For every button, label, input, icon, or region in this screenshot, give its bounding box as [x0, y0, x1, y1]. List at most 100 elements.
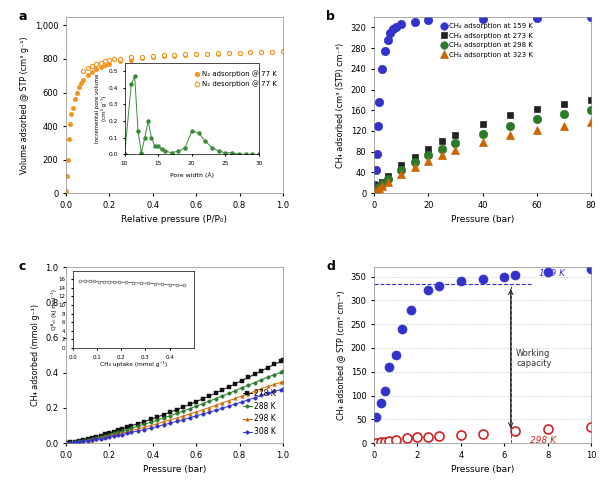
- 298 K: [80, 438, 87, 444]
- N₂ desorption @ 77 K: [160, 53, 167, 58]
- 308 K: [199, 411, 206, 417]
- 288 K: [238, 385, 245, 391]
- 308 K: [238, 399, 245, 405]
- CH₄ adsorption at 273 K: [425, 146, 432, 152]
- 278 K: [179, 404, 187, 410]
- 288 K: [97, 434, 104, 440]
- N₂ adsorption @ 77 K: [127, 57, 134, 63]
- N₂ desorption @ 77 K: [106, 57, 113, 63]
- CH₄ adsorption at 323 K: [425, 158, 432, 164]
- CH₄ adsorption at 298 K: [398, 167, 405, 173]
- 288 K: [212, 396, 219, 402]
- N₂ adsorption @ 77 K: [116, 58, 124, 64]
- 278 K: [127, 423, 134, 429]
- Text: d: d: [326, 260, 335, 273]
- CH₄ adsorption at 298 K: [372, 188, 379, 194]
- 278 K: [123, 425, 130, 431]
- N₂ adsorption @ 77 K: [214, 51, 221, 56]
- Y-axis label: Volume adsorbed @ STP (cm³ g⁻¹): Volume adsorbed @ STP (cm³ g⁻¹): [20, 36, 29, 174]
- Legend: CH₄ adsorption at 159 K, CH₄ adsorption at 273 K, CH₄ adsorption at 298 K, CH₄ a: CH₄ adsorption at 159 K, CH₄ adsorption …: [438, 20, 535, 60]
- CH₄ adsorption at 298 K: [411, 159, 418, 165]
- 288 K: [160, 415, 167, 421]
- 278 K: [134, 421, 141, 427]
- N₂ adsorption @ 77 K: [76, 85, 83, 91]
- CH₄ adsorption at 298 K: [587, 107, 595, 112]
- 278 K: [277, 358, 284, 364]
- 308 K: [127, 430, 134, 435]
- 278 K: [225, 384, 232, 390]
- CH₄ adsorption at 323 K: [506, 132, 513, 138]
- 308 K: [280, 386, 287, 392]
- N₂ adsorption @ 77 K: [77, 80, 85, 86]
- 288 K: [147, 419, 154, 425]
- 308 K: [212, 407, 219, 413]
- CH₄ adsorption at 273 K: [533, 106, 541, 112]
- N₂ adsorption @ 77 K: [268, 49, 275, 55]
- 308 K: [134, 428, 141, 434]
- 298 K: [67, 440, 74, 446]
- 278 K: [101, 431, 109, 437]
- 308 K: [88, 437, 95, 443]
- N₂ adsorption @ 77 K: [182, 52, 189, 58]
- Line: CH₄ adsorption at 159 K: CH₄ adsorption at 159 K: [370, 12, 595, 196]
- 288 K: [110, 431, 118, 436]
- Line: 298 K: 298 K: [64, 380, 284, 445]
- N₂ adsorption @ 77 K: [280, 49, 287, 55]
- 288 K: [101, 433, 109, 439]
- CH₄ adsorption at 273 K: [376, 183, 383, 188]
- 278 K: [206, 393, 213, 399]
- CH₄ adsorption at 323 K: [379, 183, 386, 189]
- 308 K: [179, 417, 187, 423]
- Text: 159 K: 159 K: [539, 268, 565, 278]
- CH₄ adsorption at 159 K: [387, 30, 394, 36]
- 308 K: [264, 391, 271, 396]
- 298 K: [119, 430, 126, 436]
- Line: 288 K: 288 K: [64, 370, 284, 445]
- 298 K: [71, 439, 78, 445]
- 278 K: [88, 435, 95, 441]
- N₂ adsorption @ 77 K: [65, 157, 72, 163]
- CH₄ adsorption at 273 K: [560, 101, 568, 107]
- CH₄ adsorption at 159 K: [425, 17, 432, 23]
- 288 K: [271, 372, 278, 377]
- 278 K: [160, 412, 167, 417]
- CH₄ adsorption at 159 K: [398, 21, 405, 27]
- CH₄ adsorption at 273 K: [479, 121, 486, 127]
- N₂ desorption @ 77 K: [101, 58, 109, 64]
- Line: CH₄ adsorption at 323 K: CH₄ adsorption at 323 K: [371, 118, 595, 197]
- N₂ adsorption @ 77 K: [64, 173, 71, 179]
- X-axis label: Relative pressure (P/P₀): Relative pressure (P/P₀): [121, 215, 227, 225]
- N₂ adsorption @ 77 K: [97, 64, 104, 70]
- 308 K: [106, 434, 113, 440]
- 298 K: [218, 400, 226, 406]
- CH₄ adsorption at 159 K: [384, 37, 391, 43]
- CH₄ adsorption at 298 K: [479, 131, 486, 136]
- 278 K: [257, 368, 265, 374]
- 288 K: [62, 440, 70, 446]
- N₂ desorption @ 77 K: [236, 50, 243, 56]
- 278 K: [97, 432, 104, 438]
- 308 K: [101, 435, 109, 441]
- 298 K: [147, 423, 154, 429]
- 278 K: [80, 437, 87, 443]
- CH₄ adsorption at 323 K: [373, 188, 380, 194]
- N₂ adsorption @ 77 K: [84, 72, 91, 78]
- X-axis label: Pressure (bar): Pressure (bar): [451, 215, 514, 225]
- 308 K: [186, 415, 193, 421]
- N₂ adsorption @ 77 K: [106, 61, 113, 67]
- 298 K: [84, 437, 91, 443]
- 288 K: [140, 421, 148, 427]
- 278 K: [67, 440, 74, 446]
- 288 K: [67, 440, 74, 446]
- 288 K: [280, 368, 287, 374]
- Y-axis label: CH₄ adsorbed (mmol g⁻¹): CH₄ adsorbed (mmol g⁻¹): [31, 304, 40, 406]
- CH₄ adsorption at 323 K: [438, 152, 445, 158]
- 298 K: [106, 433, 113, 439]
- N₂ adsorption @ 77 K: [257, 49, 265, 55]
- 298 K: [88, 437, 95, 443]
- N₂ adsorption @ 77 K: [93, 66, 100, 72]
- CH₄ adsorption at 323 K: [376, 186, 383, 191]
- 278 K: [140, 419, 148, 425]
- 298 K: [232, 395, 239, 401]
- CH₄ adsorption at 159 K: [533, 15, 541, 20]
